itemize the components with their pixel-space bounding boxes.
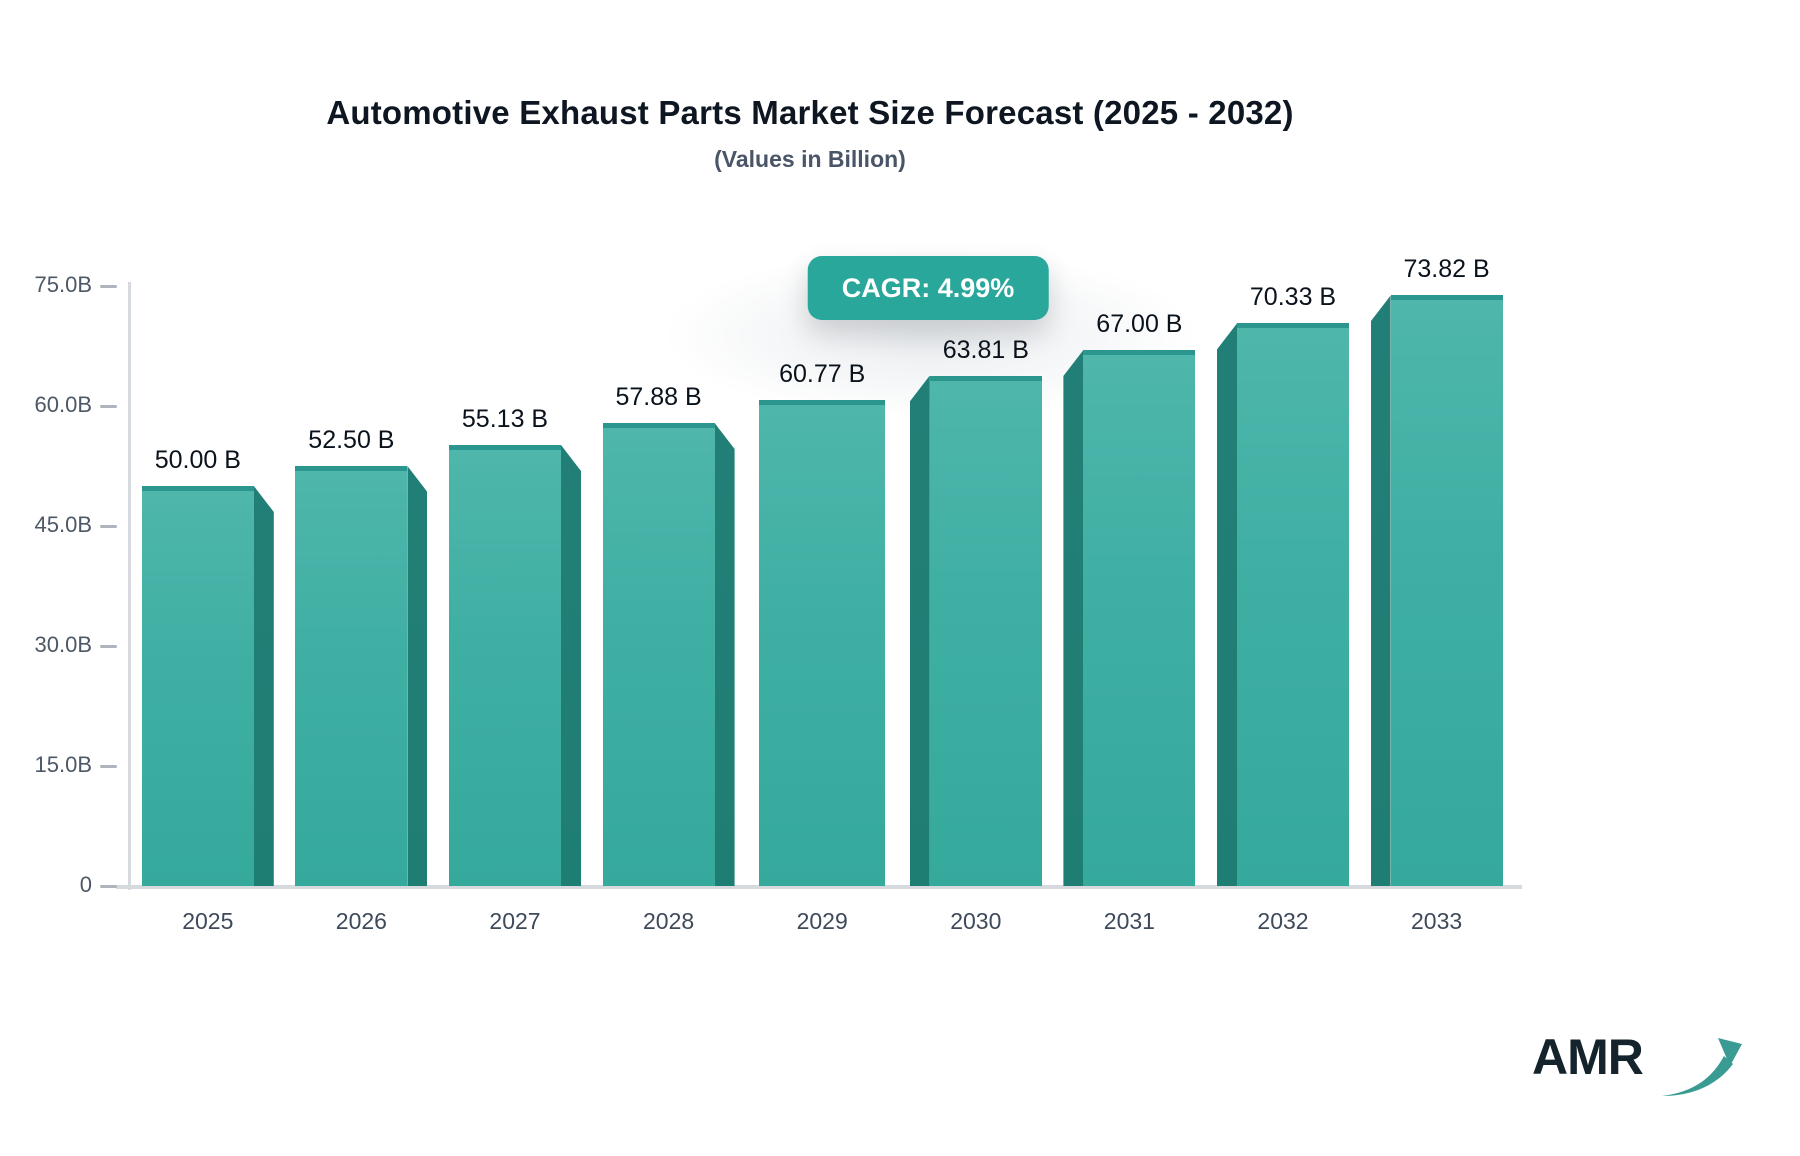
y-axis-tick-label: 45.0B [34,512,93,537]
bar-value-label: 60.77 B [779,359,866,388]
x-axis-label: 2033 [1411,908,1463,934]
bar-side-face [253,486,274,886]
trend-up-arrow-icon [1662,1038,1742,1096]
bar-side-face [1217,323,1237,886]
y-axis-tick-mark [100,525,117,528]
y-axis-tick-mark [100,645,117,648]
x-axis-line [116,885,1522,889]
bar-top-edge [1390,295,1503,301]
bar-top-edge [929,375,1042,381]
chart-subtitle: (Values in Billion) [714,146,906,172]
bar-top-edge [1237,323,1349,329]
bar-top-edge [759,399,886,405]
y-axis-tick-label: 30.0B [34,632,93,657]
bar-value-label: 70.33 B [1249,283,1337,312]
chart-title: Automotive Exhaust Parts Market Size For… [326,94,1294,131]
bar [449,444,561,886]
bar [295,466,408,886]
bar [759,399,886,886]
bar-value-label: 55.13 B [461,404,549,433]
bar-side-face [909,375,930,886]
bar-side-face [714,422,735,886]
y-axis-line [128,282,131,890]
bar-value-label: 73.82 B [1403,255,1490,284]
amr-logo: AMR [1532,1028,1752,1118]
amr-logo-text: AMR [1532,1029,1644,1085]
bar-value-label: 50.00 B [154,446,241,474]
bar [929,375,1042,886]
x-axis-label: 2032 [1257,908,1309,934]
bar-top-edge [1083,350,1196,355]
bar-value-label: 67.00 B [1096,310,1183,338]
y-axis-tick-label: 75.0B [34,272,93,297]
bar [141,486,254,886]
bar [1390,295,1503,886]
x-axis-label: 2026 [335,908,387,934]
bar-value-label: 63.81 B [942,335,1029,364]
y-axis-tick-label: 15.0B [34,752,93,777]
bar-top-edge [602,422,715,428]
x-axis-label: 2027 [489,908,541,934]
bar-top-edge [449,444,561,450]
x-axis-label: 2031 [1103,908,1155,934]
bar-side-face [1063,350,1084,886]
cagr-badge: CAGR: 4.99% [807,256,1049,320]
bar-top-edge [295,466,408,471]
bar-value-label: 52.50 B [308,426,395,454]
x-axis-label: 2025 [182,908,234,934]
x-axis-label: 2028 [643,908,695,934]
y-axis-tick-label: 60.0B [34,392,93,417]
y-axis-tick-label: 0 [79,872,92,897]
x-axis-label: 2029 [796,908,848,934]
y-axis-tick-mark [100,885,117,888]
bar-value-label: 57.88 B [615,382,702,411]
bar-top-edge [141,486,254,491]
bar [1083,350,1196,886]
bar-side-face [561,444,581,886]
y-axis-tick-mark [100,765,117,768]
y-axis-tick-mark [100,285,117,288]
bar [1237,323,1349,886]
bar [602,422,715,886]
x-axis-label: 2030 [950,908,1002,934]
bar-side-face [407,466,428,886]
y-axis-tick-mark [100,405,117,408]
bar-side-face [1370,295,1391,886]
